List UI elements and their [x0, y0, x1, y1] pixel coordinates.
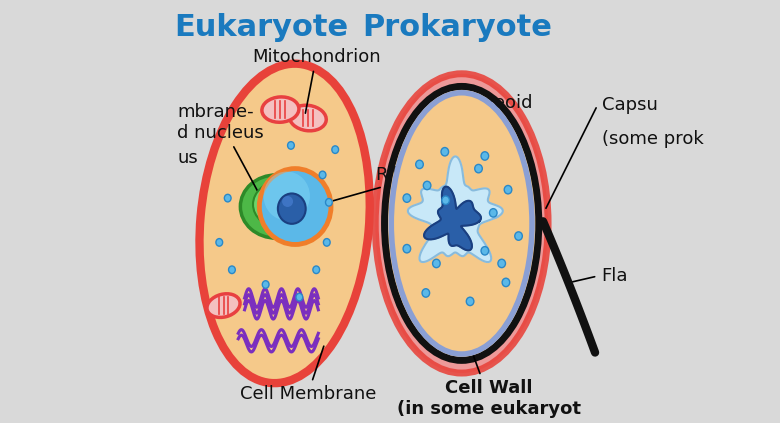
Ellipse shape [424, 181, 431, 190]
Ellipse shape [498, 259, 505, 268]
Ellipse shape [319, 171, 326, 179]
Ellipse shape [282, 196, 293, 207]
Ellipse shape [288, 142, 294, 149]
Ellipse shape [225, 194, 231, 202]
Ellipse shape [200, 64, 370, 383]
Text: Ribosomes: Ribosomes [330, 166, 473, 202]
Ellipse shape [392, 93, 532, 354]
Text: Fla: Fla [601, 267, 628, 285]
Ellipse shape [375, 74, 548, 373]
Ellipse shape [262, 97, 299, 122]
Ellipse shape [441, 148, 448, 156]
Text: Nucleoid: Nucleoid [454, 94, 533, 177]
Ellipse shape [278, 193, 306, 224]
Ellipse shape [422, 289, 430, 297]
Ellipse shape [296, 294, 303, 301]
Ellipse shape [441, 196, 449, 204]
Ellipse shape [324, 239, 330, 246]
Ellipse shape [403, 244, 410, 253]
Text: Capsu: Capsu [601, 96, 658, 114]
Ellipse shape [264, 172, 310, 220]
Ellipse shape [332, 146, 339, 154]
Ellipse shape [385, 86, 539, 360]
Text: (some prok: (some prok [601, 130, 704, 148]
Polygon shape [408, 157, 503, 262]
Ellipse shape [253, 181, 308, 228]
Ellipse shape [325, 198, 332, 206]
Text: mbrane-
d nucleus: mbrane- d nucleus [177, 103, 264, 202]
Ellipse shape [515, 232, 523, 240]
Text: Prokaryote: Prokaryote [363, 13, 552, 41]
Ellipse shape [481, 152, 488, 160]
Ellipse shape [475, 165, 482, 173]
Text: us: us [177, 149, 198, 167]
Text: Eukaryote: Eukaryote [175, 13, 349, 41]
Text: Cell Wall
(in some eukaryot: Cell Wall (in some eukaryot [397, 338, 581, 418]
Ellipse shape [261, 198, 295, 222]
Ellipse shape [502, 278, 509, 287]
Ellipse shape [262, 281, 269, 288]
Ellipse shape [229, 266, 236, 274]
Ellipse shape [313, 266, 320, 274]
Ellipse shape [216, 239, 222, 246]
Ellipse shape [433, 259, 440, 268]
Polygon shape [424, 187, 481, 250]
Ellipse shape [397, 99, 526, 348]
Text: Mitochondrion: Mitochondrion [252, 48, 381, 113]
Ellipse shape [403, 194, 410, 202]
Ellipse shape [416, 160, 424, 169]
Ellipse shape [504, 185, 512, 194]
Ellipse shape [240, 175, 312, 238]
Ellipse shape [481, 247, 488, 255]
Ellipse shape [466, 297, 474, 305]
Ellipse shape [259, 169, 331, 244]
Ellipse shape [289, 105, 326, 131]
Ellipse shape [490, 209, 497, 217]
Text: Cell Membrane: Cell Membrane [239, 346, 376, 403]
Ellipse shape [207, 294, 240, 317]
